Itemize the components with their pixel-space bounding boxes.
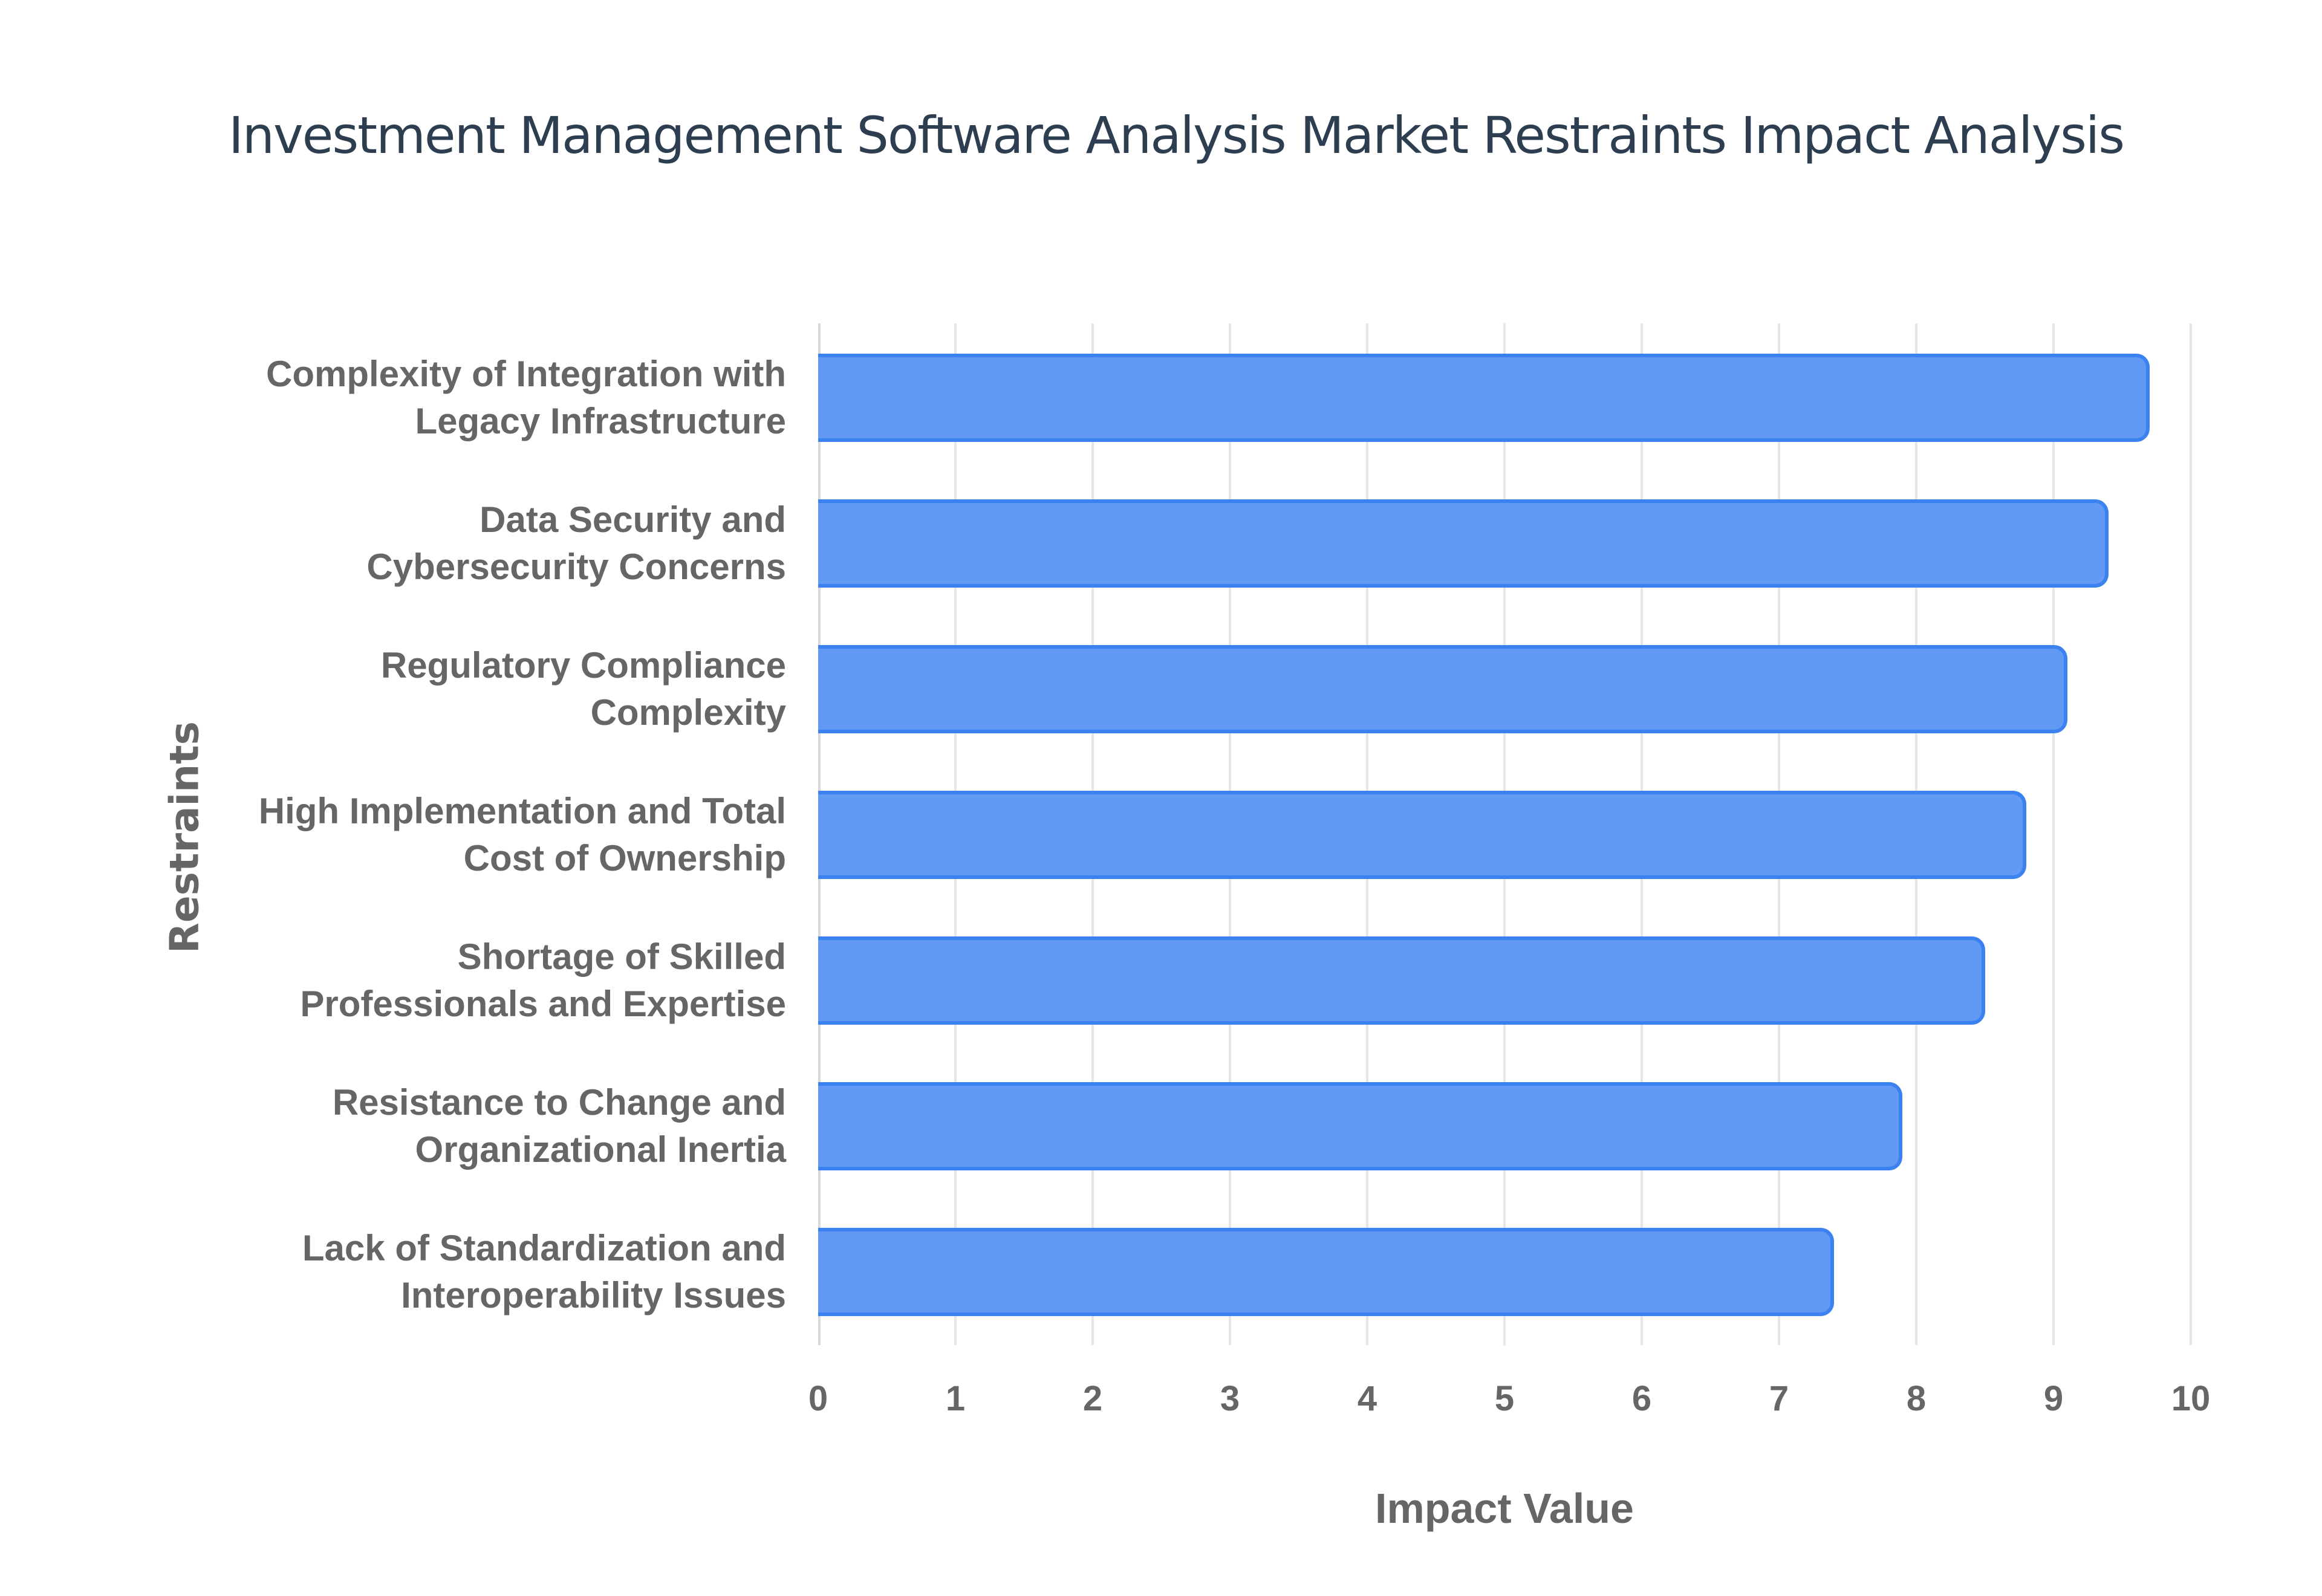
y-tick-label: Lack of Standardization and Interoperabi… bbox=[302, 1228, 786, 1315]
gridline bbox=[2190, 323, 2192, 1345]
x-tick-label: 1 bbox=[945, 1379, 966, 1418]
x-tick-label: 6 bbox=[1631, 1379, 1652, 1418]
x-tick-label: 7 bbox=[1769, 1379, 1789, 1418]
bar[interactable] bbox=[818, 499, 2109, 588]
y-tick-label: Regulatory Compliance Complexity bbox=[380, 645, 786, 733]
x-tick-label: 9 bbox=[2043, 1379, 2064, 1418]
gridline bbox=[2052, 323, 2055, 1345]
bar[interactable] bbox=[818, 1082, 1903, 1170]
bar[interactable] bbox=[818, 645, 2067, 733]
bar[interactable] bbox=[818, 354, 2150, 442]
x-axis-title: Impact Value bbox=[1375, 1485, 1634, 1532]
y-tick-label: Resistance to Change and Organizational … bbox=[332, 1082, 786, 1170]
y-tick-label: Data Security and Cybersecurity Concerns bbox=[366, 499, 786, 587]
y-tick-label: Complexity of Integration with Legacy In… bbox=[265, 354, 786, 441]
y-tick-label: High Implementation and Total Cost of Ow… bbox=[258, 791, 786, 878]
x-tick-label: 2 bbox=[1082, 1379, 1103, 1418]
x-tick-label: 4 bbox=[1357, 1379, 1377, 1418]
chart-title: Investment Management Software Analysis … bbox=[228, 106, 2125, 165]
x-tick-label: 5 bbox=[1494, 1379, 1515, 1418]
bar[interactable] bbox=[818, 791, 2026, 879]
x-tick-label: 0 bbox=[808, 1379, 828, 1418]
x-tick-label: 10 bbox=[2171, 1379, 2211, 1418]
plot-area bbox=[818, 323, 2192, 1345]
bar[interactable] bbox=[818, 936, 1985, 1025]
bar[interactable] bbox=[818, 1228, 1834, 1316]
x-tick-label: 8 bbox=[1906, 1379, 1927, 1418]
x-tick-label: 3 bbox=[1220, 1379, 1240, 1418]
y-tick-label: Shortage of Skilled Professionals and Ex… bbox=[300, 936, 786, 1024]
